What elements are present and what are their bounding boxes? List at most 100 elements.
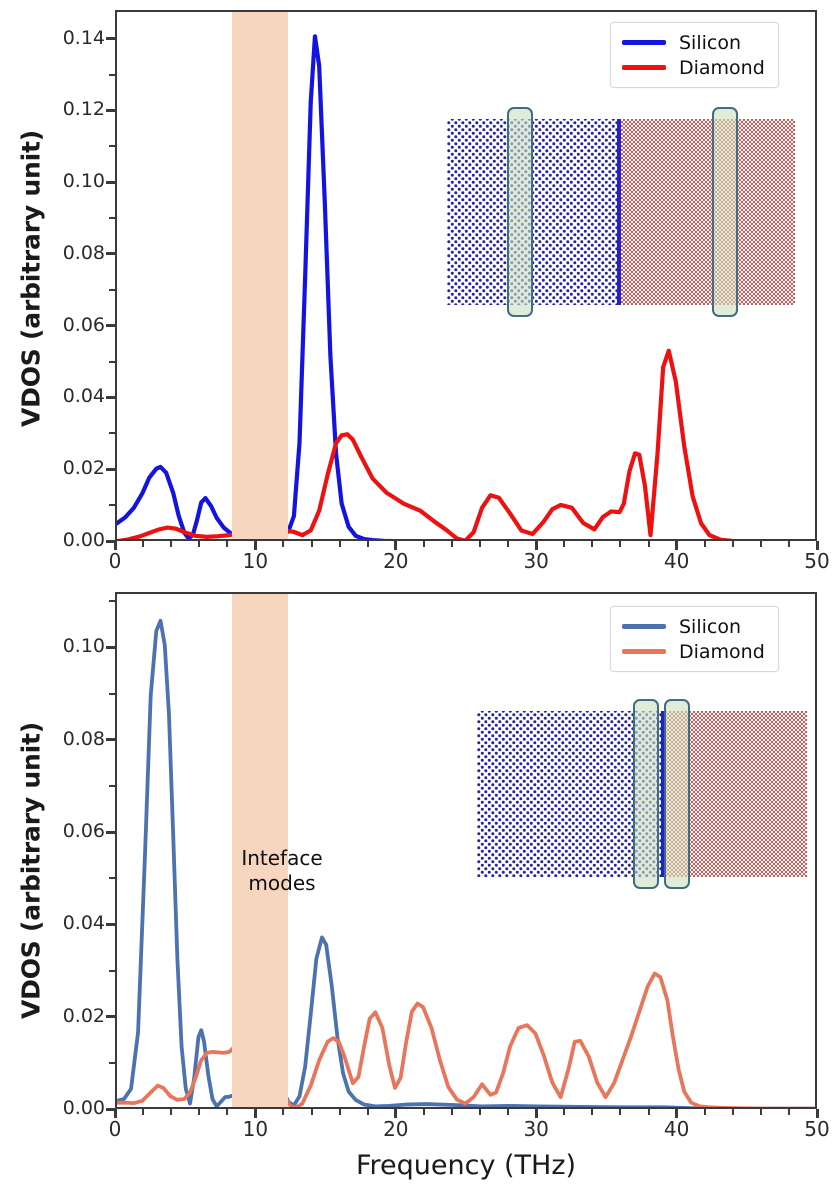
inset-structure-bottom <box>477 699 807 889</box>
y-tick-label: 0.00 <box>62 529 105 551</box>
silicon-slab-bottom <box>477 711 663 877</box>
y-tick-mark <box>106 922 115 926</box>
legend-label: Diamond <box>679 640 765 663</box>
y-minor-tick-mark <box>109 692 115 695</box>
x-minor-tick-mark <box>170 1109 173 1115</box>
x-minor-tick-mark <box>366 541 369 547</box>
y-tick-label: 0.10 <box>62 170 105 193</box>
legend-item[interactable]: Diamond <box>622 639 765 664</box>
y-tick-mark <box>106 324 115 328</box>
legend-swatch-line <box>622 65 666 70</box>
y-tick-label: 0.04 <box>62 912 105 935</box>
x-tick-label: 10 <box>242 549 269 573</box>
x-tick-mark <box>113 1109 117 1118</box>
x-tick-mark <box>394 541 398 550</box>
x-tick-mark <box>815 1109 819 1118</box>
y-tick-mark <box>106 252 115 256</box>
legend-bottom: Silicon Diamond <box>610 606 779 672</box>
y-minor-tick-mark <box>109 432 115 435</box>
y-tick-mark <box>106 108 115 112</box>
x-tick-label: 20 <box>383 549 409 573</box>
y-minor-tick-mark <box>109 360 115 363</box>
x-tick-mark <box>534 1109 538 1118</box>
x-minor-tick-mark <box>479 541 482 547</box>
legend-label: Silicon <box>679 31 742 54</box>
x-tick-label: 40 <box>663 549 690 573</box>
x-minor-tick-mark <box>198 541 201 547</box>
x-minor-tick-mark <box>647 541 650 547</box>
series-curve-silicon <box>117 34 394 539</box>
legend-label: Silicon <box>679 615 742 638</box>
x-minor-tick-mark <box>282 1109 285 1115</box>
x-tick-mark <box>253 541 257 550</box>
y-tick-mark <box>106 395 115 399</box>
y-tick-label: 0.06 <box>62 313 105 336</box>
legend-top: Silicon Diamond <box>610 22 779 88</box>
interface-modes-annotation: Inteface modes <box>241 846 323 895</box>
panel-bottom: VDOS (arbitrary unit) 0.00 0.02 0.04 0.06 0.… <box>0 580 833 1201</box>
y-tick-mark <box>106 180 115 184</box>
legend-item[interactable]: Silicon <box>622 30 765 55</box>
y-tick-mark <box>106 1107 115 1111</box>
x-minor-tick-mark <box>198 1109 201 1115</box>
x-minor-tick-mark <box>310 1109 313 1115</box>
x-minor-tick-mark <box>647 1109 650 1115</box>
legend-swatch-line <box>622 624 666 629</box>
x-minor-tick-mark <box>450 541 453 547</box>
legend-item[interactable]: Diamond <box>622 55 765 80</box>
y-tick-label: 0.04 <box>62 385 105 408</box>
x-minor-tick-mark <box>563 1109 566 1115</box>
y-tick-label: 0.08 <box>62 727 105 750</box>
x-tick-label: 50 <box>804 1117 830 1141</box>
y-tick-mark <box>106 539 115 543</box>
y-minor-tick-mark <box>109 217 115 220</box>
y-minor-tick-mark <box>109 288 115 291</box>
x-minor-tick-mark <box>507 1109 510 1115</box>
x-minor-tick-mark <box>619 1109 622 1115</box>
x-tick-mark <box>394 1109 398 1118</box>
x-minor-tick-mark <box>619 541 622 547</box>
y-minor-tick-mark <box>109 1061 115 1064</box>
y-axis-label-bottom: VDOS (arbitrary unit) <box>16 722 46 1019</box>
y-tick-label: 0.00 <box>62 1097 105 1119</box>
x-minor-tick-mark <box>563 541 566 547</box>
series-curve-diamond <box>117 348 734 539</box>
x-tick-mark <box>815 541 819 550</box>
x-minor-tick-mark <box>142 541 145 547</box>
x-minor-tick-mark <box>142 1109 145 1115</box>
x-tick-label: 0 <box>108 1117 122 1141</box>
x-minor-tick-mark <box>787 1109 790 1115</box>
y-tick-label: 0.08 <box>62 241 105 264</box>
lattice-svg-top <box>447 119 795 305</box>
inset-structure-top <box>447 107 795 317</box>
x-minor-tick-mark <box>170 541 173 547</box>
y-tick-mark <box>106 830 115 834</box>
y-minor-tick-mark <box>109 145 115 148</box>
x-tick-mark <box>675 1109 679 1118</box>
y-tick-mark <box>106 738 115 742</box>
interface-line-bottom <box>661 711 664 877</box>
x-minor-tick-mark <box>366 1109 369 1115</box>
plot-area-bottom: Inteface modes <box>115 592 817 1109</box>
highlight-region-silicon-bulk <box>507 107 533 317</box>
interface-mode-band-bottom <box>232 594 289 1107</box>
x-minor-tick-mark <box>731 541 734 547</box>
x-minor-tick-mark <box>507 541 510 547</box>
legend-item[interactable]: Silicon <box>622 614 765 639</box>
x-tick-label: 50 <box>804 549 830 573</box>
y-tick-mark <box>106 467 115 471</box>
x-tick-label: 0 <box>108 549 122 573</box>
x-minor-tick-mark <box>338 541 341 547</box>
y-tick-mark <box>106 645 115 649</box>
legend-label: Diamond <box>679 56 765 79</box>
series-curve-diamond <box>117 971 815 1107</box>
x-minor-tick-mark <box>422 541 425 547</box>
x-minor-tick-mark <box>338 1109 341 1115</box>
x-minor-tick-mark <box>450 1109 453 1115</box>
y-tick-mark <box>106 1015 115 1019</box>
x-tick-label: 10 <box>242 1117 269 1141</box>
y-tick-label: 0.14 <box>62 26 105 49</box>
legend-swatch-line <box>622 40 666 45</box>
x-minor-tick-mark <box>226 541 229 547</box>
